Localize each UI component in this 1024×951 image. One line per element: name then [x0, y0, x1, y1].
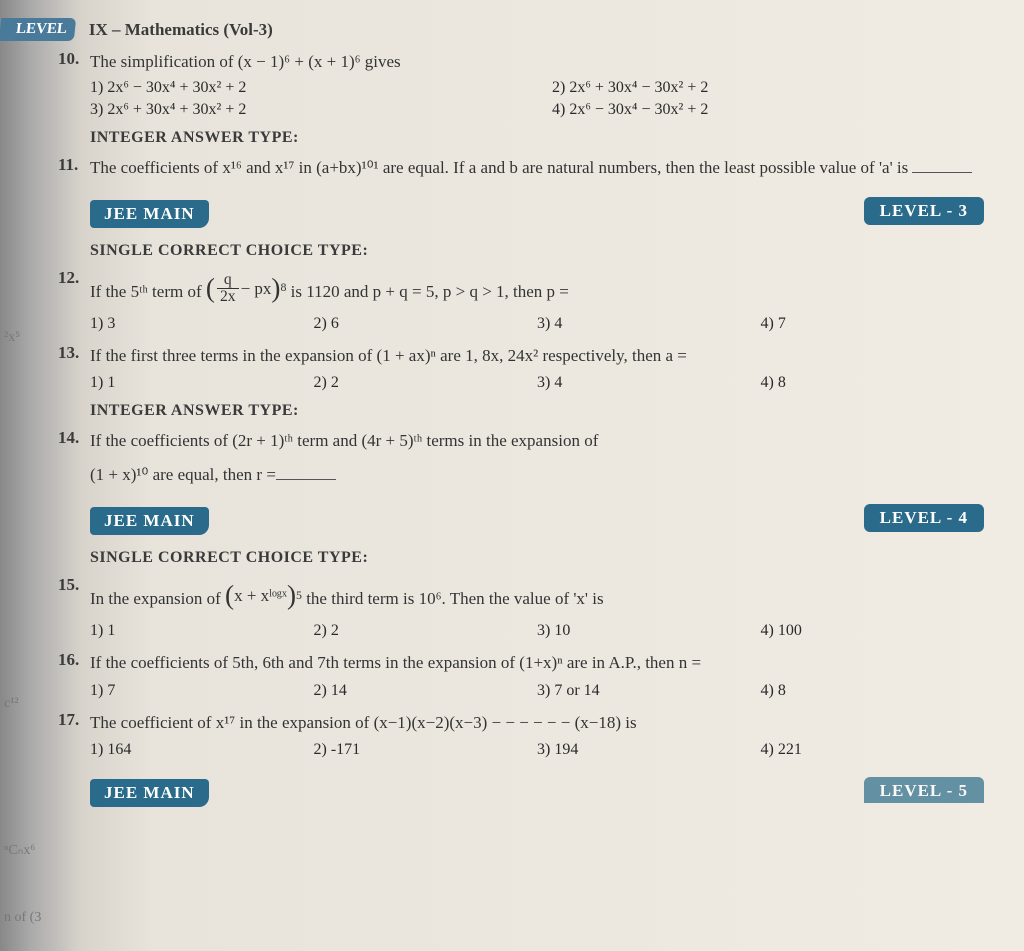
margin-annotation: ⁿCₙx⁶: [4, 842, 35, 859]
question-options: 1) 1 2) 2 3) 4 4) 8: [90, 374, 984, 392]
level-3-badge: LEVEL - 3: [864, 197, 984, 225]
question-number: 16.: [58, 650, 79, 670]
q12-mid: − px: [241, 276, 272, 302]
option-1: 1) 1: [90, 622, 314, 640]
section-heading-single: SINGLE CORRECT CHOICE TYPE:: [90, 242, 984, 260]
fill-blank: [912, 157, 972, 172]
chapter-title: IX – Mathematics (Vol-3): [89, 20, 273, 40]
question-text: If the 5ᵗʰ term of ( q2x − px ) 8 is 112…: [90, 268, 984, 309]
margin-annotation: c¹²: [4, 696, 19, 712]
option-2: 2) -171: [314, 741, 538, 759]
jee-main-badge: JEE MAIN: [90, 779, 209, 807]
q15-post: the third term is 10⁶. Then the value of…: [306, 589, 603, 608]
jee-main-badge: JEE MAIN: [90, 200, 209, 228]
question-14: 14. If the coefficients of (2r + 1)ᵗʰ te…: [90, 428, 984, 487]
option-4: 4) 7: [761, 315, 985, 333]
option-2: 2) 2: [314, 622, 538, 640]
question-options: 1) 1 2) 2 3) 10 4) 100: [90, 622, 984, 640]
option-1: 1) 7: [90, 682, 314, 700]
option-3: 3) 7 or 14: [537, 682, 761, 700]
question-prose: The coefficients of x¹⁶ and x¹⁷ in (a+bx…: [90, 158, 908, 177]
q15-expression: (x + xˡᵒᵍˣ)5: [225, 575, 302, 616]
section-heading-integer: INTEGER ANSWER TYPE:: [90, 402, 984, 420]
option-4: 4) 221: [761, 741, 985, 759]
question-text: The coefficient of x¹⁷ in the expansion …: [90, 710, 984, 736]
option-1: 1) 1: [90, 374, 314, 392]
q15-exponent: 5: [296, 587, 302, 605]
q12-expression: ( q2x − px ) 8: [206, 268, 287, 309]
option-3: 3) 194: [537, 741, 761, 759]
option-2: 2) 14: [314, 682, 538, 700]
question-options: 1) 3 2) 6 3) 4 4) 7: [90, 315, 984, 333]
option-3: 3) 10: [537, 622, 761, 640]
option-4: 4) 8: [761, 374, 985, 392]
q14-line2: (1 + x)¹⁰ are equal, then r =: [90, 462, 984, 488]
question-text: If the coefficients of (2r + 1)ᵗʰ term a…: [90, 428, 984, 487]
question-text: If the first three terms in the expansio…: [90, 343, 984, 369]
level-tab: LEVEL: [0, 18, 76, 41]
question-number: 13.: [58, 343, 79, 363]
page-header: LEVEL IX – Mathematics (Vol-3): [90, 18, 984, 41]
margin-annotation: ²x⁵: [4, 330, 20, 346]
section-heading-single: SINGLE CORRECT CHOICE TYPE:: [90, 549, 984, 567]
question-15: 15. In the expansion of (x + xˡᵒᵍˣ)5 the…: [90, 575, 984, 640]
option-2: 2) 6: [314, 315, 538, 333]
question-text: The coefficients of x¹⁶ and x¹⁷ in (a+bx…: [90, 155, 984, 181]
question-12: 12. If the 5ᵗʰ term of ( q2x − px ) 8 is…: [90, 268, 984, 333]
question-13: 13. If the first three terms in the expa…: [90, 343, 984, 393]
question-11: 11. The coefficients of x¹⁶ and x¹⁷ in (…: [90, 155, 984, 181]
level-row: JEE MAIN LEVEL - 5: [90, 769, 984, 813]
option-3: 3) 4: [537, 374, 761, 392]
question-number: 15.: [58, 575, 79, 595]
section-heading-integer: INTEGER ANSWER TYPE:: [90, 129, 984, 147]
question-number: 12.: [58, 268, 79, 288]
fill-blank: [276, 465, 336, 480]
question-17: 17. The coefficient of x¹⁷ in the expans…: [90, 710, 984, 760]
level-5-badge: LEVEL - 5: [864, 777, 984, 803]
margin-annotation: n of (3: [4, 910, 41, 926]
question-text: The simplification of (x − 1)⁶ + (x + 1)…: [90, 49, 984, 75]
question-number: 10.: [58, 49, 79, 69]
option-3: 3) 4: [537, 315, 761, 333]
option-3: 3) 2x⁶ + 30x⁴ + 30x² + 2: [90, 101, 522, 119]
level-row: JEE MAIN LEVEL - 3: [90, 190, 984, 234]
q12-post: is 1120 and p + q = 5, p > q > 1, then p…: [291, 282, 569, 301]
frac-bot: 2x: [217, 289, 239, 305]
question-number: 17.: [58, 710, 79, 730]
option-2: 2) 2x⁶ + 30x⁴ − 30x² + 2: [552, 79, 984, 97]
q15-pre: In the expansion of: [90, 589, 225, 608]
option-2: 2) 2: [314, 374, 538, 392]
jee-main-badge: JEE MAIN: [90, 507, 209, 535]
level-4-badge: LEVEL - 4: [864, 504, 984, 532]
option-4: 4) 2x⁶ − 30x⁴ − 30x² + 2: [552, 101, 984, 119]
option-4: 4) 8: [761, 682, 985, 700]
textbook-page: LEVEL IX – Mathematics (Vol-3) 10. The s…: [0, 0, 1024, 833]
question-16: 16. If the coefficients of 5th, 6th and …: [90, 650, 984, 700]
question-text: In the expansion of (x + xˡᵒᵍˣ)5 the thi…: [90, 575, 984, 616]
option-1: 1) 2x⁶ − 30x⁴ + 30x² + 2: [90, 79, 522, 97]
frac-top: q: [217, 272, 239, 289]
question-options: 1) 164 2) -171 3) 194 4) 221: [90, 741, 984, 759]
question-options: 1) 7 2) 14 3) 7 or 14 4) 8: [90, 682, 984, 700]
q12-exponent: 8: [280, 279, 286, 297]
option-1: 1) 164: [90, 741, 314, 759]
option-4: 4) 100: [761, 622, 985, 640]
question-text: If the coefficients of 5th, 6th and 7th …: [90, 650, 984, 676]
question-number: 14.: [58, 428, 79, 448]
level-row: JEE MAIN LEVEL - 4: [90, 497, 984, 541]
question-options: 1) 2x⁶ − 30x⁴ + 30x² + 2 2) 2x⁶ + 30x⁴ −…: [90, 79, 984, 119]
q12-pre: If the 5ᵗʰ term of: [90, 282, 206, 301]
option-1: 1) 3: [90, 315, 314, 333]
question-number: 11.: [58, 155, 78, 175]
question-10: 10. The simplification of (x − 1)⁶ + (x …: [90, 49, 984, 119]
q14-line1: If the coefficients of (2r + 1)ᵗʰ term a…: [90, 428, 984, 454]
q15-inner: x + xˡᵒᵍˣ: [234, 583, 287, 609]
